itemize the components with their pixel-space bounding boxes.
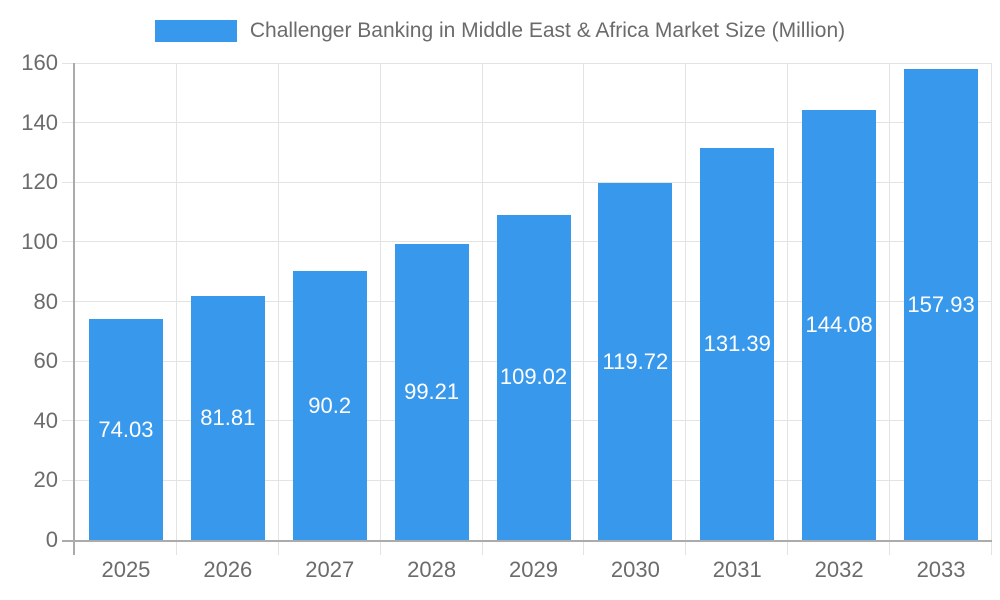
grid-line-vertical: [787, 63, 789, 540]
bar-value-label: 74.03: [98, 416, 154, 442]
bar-value-label: 81.81: [200, 405, 256, 431]
y-axis-tick-label: 140: [21, 109, 58, 135]
x-axis-tick-label: 2031: [712, 557, 762, 582]
y-axis-tick-label: 120: [21, 169, 58, 195]
bar-2030[interactable]: 119.72: [598, 183, 673, 540]
y-axis-tick-mark: [62, 479, 73, 481]
x-axis-tick-mark: [991, 542, 992, 555]
grid-line-vertical: [277, 63, 279, 540]
grid-line-horizontal: [75, 63, 992, 64]
x-axis-tick-mark: [685, 542, 687, 555]
grid-line-horizontal: [75, 122, 992, 124]
bar-2025[interactable]: 74.03: [88, 319, 163, 540]
bar-value-label: 157.93: [907, 291, 975, 317]
x-axis-tick-mark: [889, 542, 891, 555]
x-axis-tick-label: 2033: [916, 557, 966, 582]
x-axis-tick-label: 2032: [814, 557, 864, 582]
grid-line-vertical: [889, 63, 891, 540]
bar-value-label: 144.08: [805, 312, 873, 338]
x-axis-tick-label: 2030: [610, 557, 660, 582]
grid-line-vertical: [685, 63, 687, 540]
bar-2032[interactable]: 144.08: [802, 110, 877, 540]
y-axis-tick-mark: [62, 62, 73, 64]
x-axis-tick-label: 2029: [509, 557, 558, 582]
y-axis-tick-mark: [62, 181, 73, 183]
x-axis-tick-label: 2027: [305, 557, 355, 582]
bar-2026[interactable]: 81.81: [190, 296, 265, 540]
chart-legend: Challenger Banking in Middle East & Afri…: [0, 19, 1000, 43]
x-axis-tick-mark: [583, 542, 585, 555]
y-axis-tick-label: 40: [33, 407, 58, 433]
legend-label: Challenger Banking in Middle East & Afri…: [249, 19, 846, 42]
legend-swatch: [154, 20, 237, 42]
y-axis-tick-label: 100: [21, 228, 58, 254]
y-axis-tick-mark: [62, 360, 73, 362]
x-axis-tick-label: 2025: [101, 557, 151, 582]
y-axis-tick-mark: [62, 301, 73, 302]
grid-line-vertical: [175, 63, 177, 540]
grid-line-horizontal: [75, 181, 992, 183]
x-axis-tick-mark: [481, 542, 483, 555]
legend-item[interactable]: Challenger Banking in Middle East & Afri…: [154, 19, 846, 43]
grid-line-vertical: [379, 63, 381, 540]
bar-value-label: 109.02: [499, 364, 568, 390]
x-axis-tick-mark: [379, 542, 381, 555]
y-axis-tick-mark: [62, 540, 73, 542]
y-axis-tick-mark: [62, 241, 73, 243]
y-axis-tick-mark: [62, 420, 73, 422]
x-axis-tick-mark: [175, 542, 177, 555]
bar-2028[interactable]: 99.21: [394, 244, 469, 540]
x-axis-tick-mark: [277, 542, 279, 555]
y-axis-tick-label: 160: [21, 50, 58, 75]
grid-line-vertical: [481, 63, 483, 540]
bar-value-label: 119.72: [602, 348, 669, 374]
bar-2029[interactable]: 109.02: [496, 214, 571, 540]
bar-2027[interactable]: 90.2: [292, 271, 367, 540]
y-axis-tick-mark: [62, 122, 73, 124]
x-axis-tick-label: 2026: [203, 557, 253, 582]
plot-area: 0 20 40 60 80 100 120 140 160 74.03 2025 81.81 2026 9…: [21, 50, 992, 582]
x-axis-tick-label: 2028: [407, 557, 457, 582]
grid-line-vertical: [991, 63, 992, 540]
y-axis-tick-label: 20: [33, 467, 58, 493]
bar-value-label: 90.2: [308, 392, 352, 418]
bar-2033[interactable]: 157.93: [904, 69, 979, 540]
grid-line-vertical: [583, 63, 585, 540]
bar-value-label: 131.39: [703, 331, 771, 357]
x-axis-tick-mark: [73, 540, 75, 555]
y-axis-tick-label: 60: [33, 348, 58, 374]
bar-value-label: 99.21: [404, 379, 460, 405]
y-axis-tick-label: 80: [33, 288, 58, 314]
x-axis-tick-mark: [787, 542, 789, 555]
y-axis-tick-label: 0: [45, 527, 58, 552]
bar-2031[interactable]: 131.39: [700, 148, 775, 540]
